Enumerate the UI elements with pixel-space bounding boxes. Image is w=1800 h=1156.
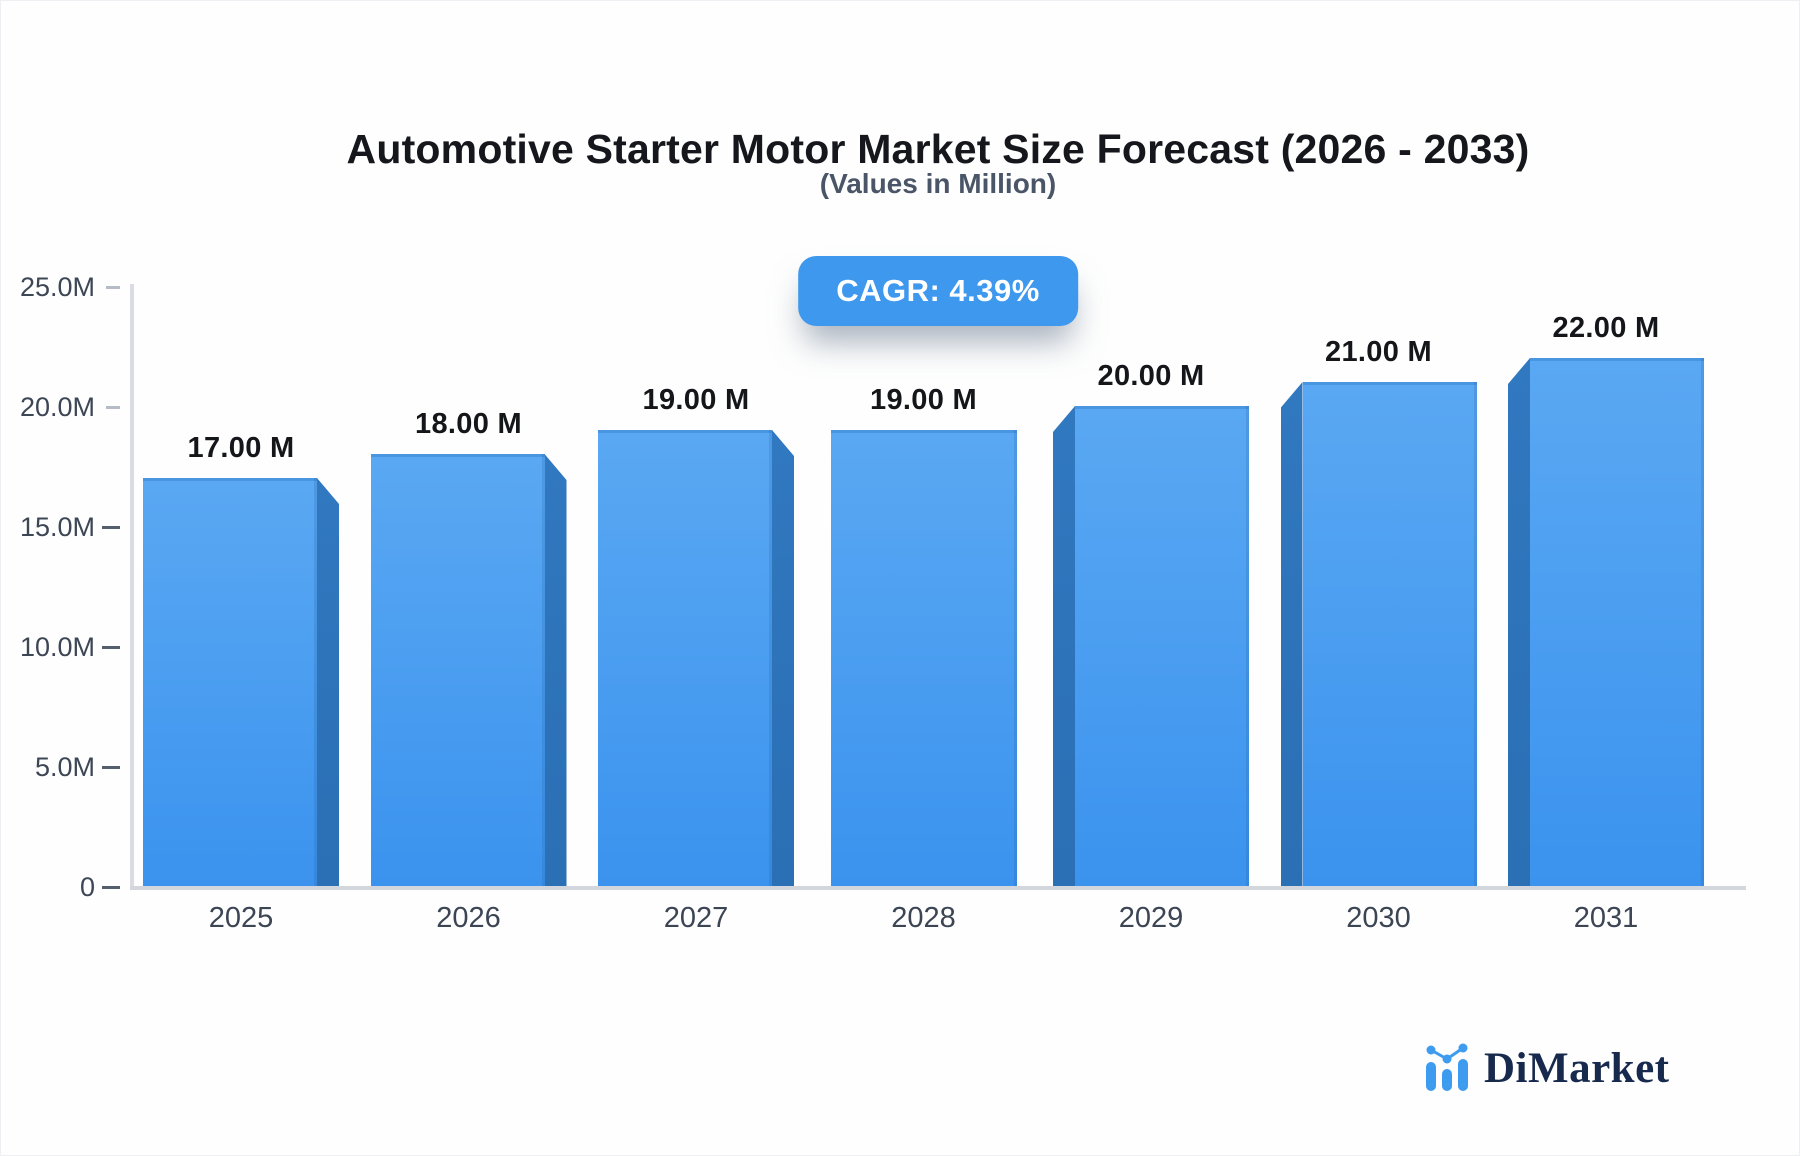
brand-logo-icon (1426, 1043, 1468, 1091)
bar-value-label: 21.00 M (1325, 336, 1432, 368)
x-axis-label: 2026 (436, 902, 501, 934)
y-axis-tick (102, 886, 120, 889)
y-axis-tick (102, 646, 120, 649)
bar-face (1075, 406, 1249, 886)
x-axis-baseline (130, 886, 1746, 890)
y-axis-label: 25.0M (19, 272, 95, 302)
x-axis-label: 2028 (891, 902, 956, 934)
bar-3d-side (317, 478, 339, 886)
x-axis-label: 2027 (663, 902, 729, 934)
x-axis-label: 2031 (1573, 902, 1639, 934)
brand-logo: DiMarket (1425, 1043, 1670, 1093)
bar-face (1302, 382, 1477, 886)
y-axis-label: 0 (79, 872, 95, 902)
x-axis-label: 2029 (1118, 902, 1184, 934)
bar-2027[interactable] (598, 430, 794, 886)
bar-value-label: 20.00 M (1097, 360, 1205, 392)
y-axis-tick (102, 766, 120, 769)
bar-value-label: 18.00 M (415, 408, 522, 440)
y-axis-tick (106, 406, 120, 409)
y-axis-label: 10.0M (19, 632, 95, 662)
y-axis-tick (106, 286, 120, 289)
bar-face (1530, 358, 1704, 886)
bar-value-label: 19.00 M (642, 384, 750, 416)
y-axis-label: 5.0M (34, 752, 95, 782)
y-axis-tick (102, 526, 120, 529)
bar-2031[interactable] (1508, 358, 1704, 886)
y-axis-label: 15.0M (19, 512, 95, 542)
bar-3d-side (544, 454, 567, 886)
bar-2030[interactable] (1280, 382, 1477, 886)
bar-2028[interactable] (830, 430, 1017, 886)
bar-value-label: 22.00 M (1552, 312, 1660, 344)
bar-2026[interactable] (370, 454, 567, 886)
chart-title: Automotive Starter Motor Market Size For… (346, 126, 1530, 173)
bar-2029[interactable] (1053, 406, 1249, 886)
bar-face (143, 478, 317, 886)
brand-logo-text: DiMarket (1484, 1044, 1670, 1092)
bar-3d-side (1280, 382, 1303, 886)
bar-face (370, 454, 545, 886)
bar-3d-side (1053, 406, 1075, 886)
bar-value-label: 17.00 M (187, 432, 295, 464)
bar-face (830, 430, 1017, 886)
bar-3d-side (772, 430, 794, 886)
chart-subtitle: (Values in Million) (819, 168, 1057, 199)
x-axis-label: 2025 (208, 902, 274, 934)
y-axis-line (130, 284, 134, 890)
cagr-badge: CAGR: 4.39% (798, 256, 1078, 326)
bar-2025[interactable] (143, 478, 339, 886)
bar-value-label: 19.00 M (870, 384, 977, 416)
x-axis-label: 2030 (1346, 902, 1411, 934)
bar-3d-side (1508, 358, 1530, 886)
bar-face (598, 430, 772, 886)
y-axis-label: 20.0M (19, 392, 95, 422)
